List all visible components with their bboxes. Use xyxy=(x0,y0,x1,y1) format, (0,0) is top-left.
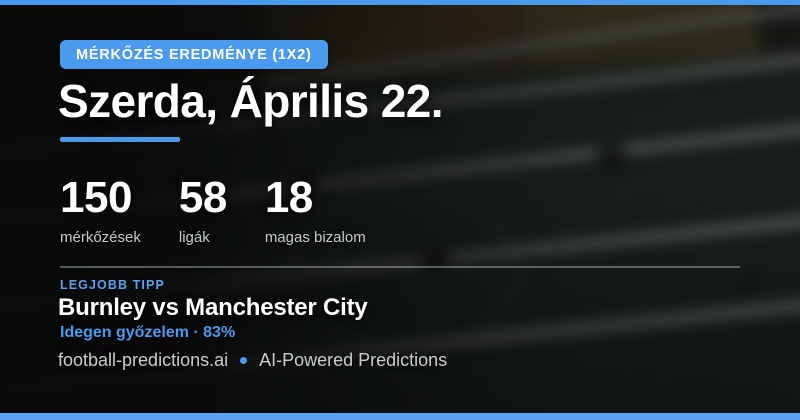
stat-value: 18 xyxy=(264,173,313,222)
market-badge: MÉRKŐZÉS EREDMÉNYE (1X2) xyxy=(60,40,328,69)
best-tip-match: Burnley vs Manchester City xyxy=(58,294,368,321)
section-divider xyxy=(60,266,740,268)
stats-row: 150 mérkőzések 58 ligák 18 magas bizalom xyxy=(60,173,366,247)
footer: football-predictions.ai AI-Powered Predi… xyxy=(58,350,447,371)
stat-label: mérkőzések xyxy=(60,229,141,246)
market-badge-label: MÉRKŐZÉS EREDMÉNYE (1X2) xyxy=(76,46,312,63)
title-underline xyxy=(60,137,180,142)
best-tip-pick: Idegen győzelem · 83% xyxy=(60,324,236,341)
footer-tagline: AI-Powered Predictions xyxy=(259,350,448,370)
stat-matches: 150 mérkőzések xyxy=(60,173,141,247)
page-title: Szerda, Április 22. xyxy=(58,75,443,127)
blue-dot-icon xyxy=(240,357,248,364)
bottom-accent-bar xyxy=(0,413,800,420)
stat-value: 150 xyxy=(60,173,132,222)
stat-high-confidence: 18 magas bizalom xyxy=(264,173,366,247)
stat-value: 58 xyxy=(178,173,227,222)
top-accent-bar xyxy=(0,0,800,5)
footer-site: football-predictions.ai xyxy=(58,350,229,370)
stat-label: ligák xyxy=(178,229,210,246)
best-tip-label: LEGJOBB TIPP xyxy=(60,278,165,292)
stat-label: magas bizalom xyxy=(264,229,366,246)
stat-leagues: 58 ligák xyxy=(178,173,227,247)
